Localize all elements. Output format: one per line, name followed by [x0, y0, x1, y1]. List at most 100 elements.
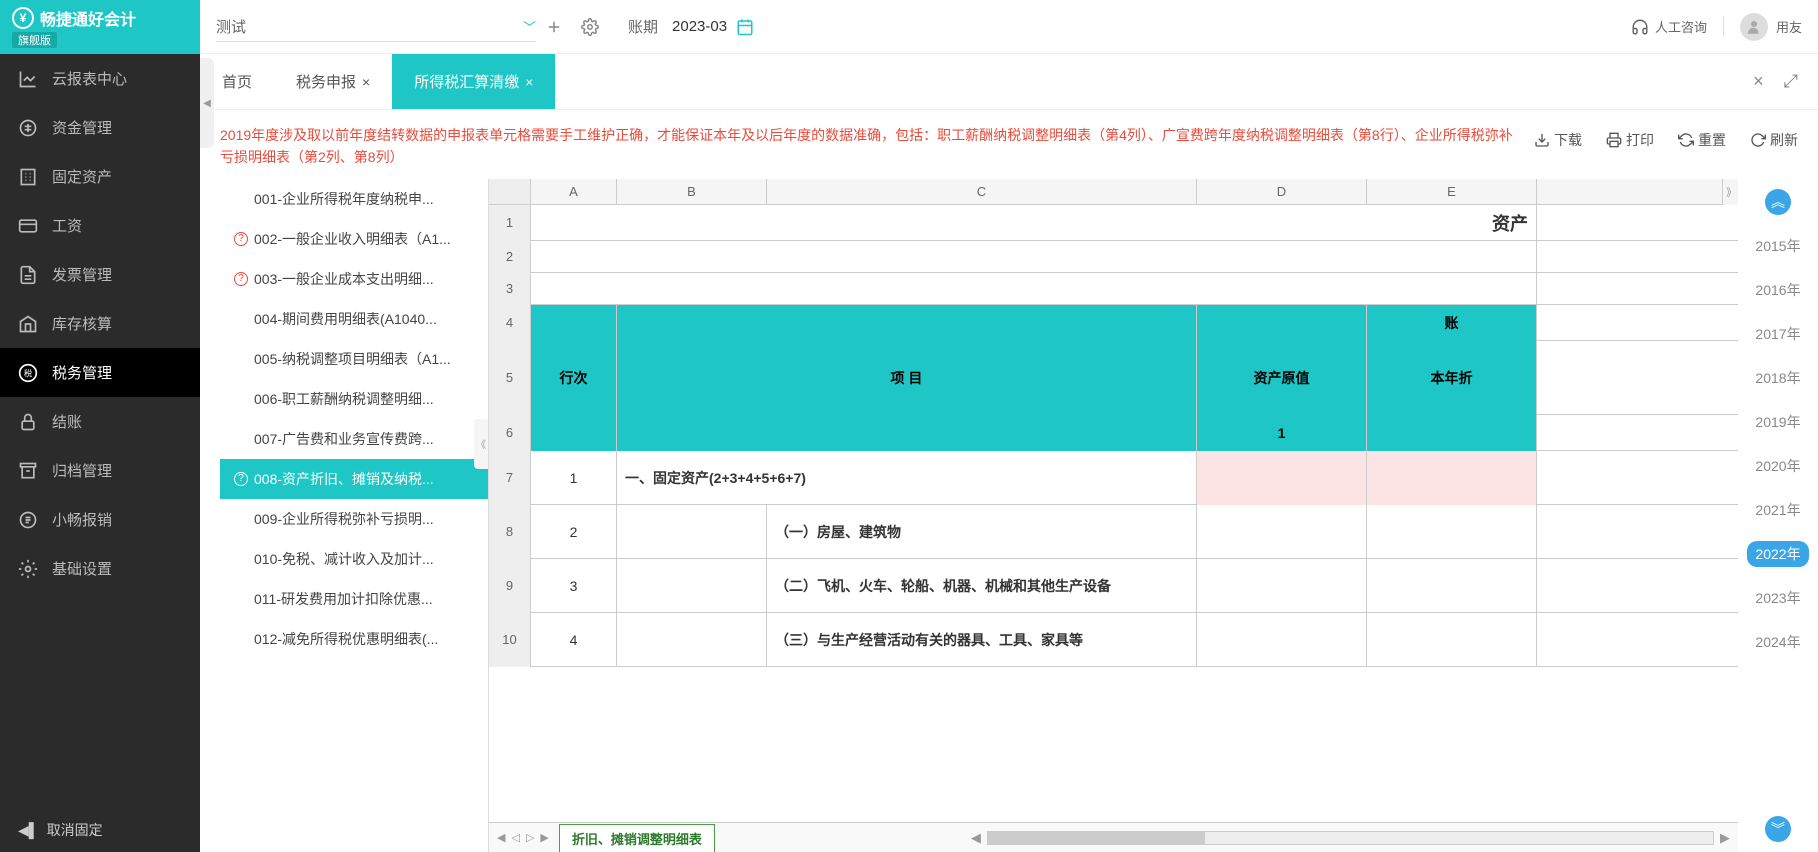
year-2024年[interactable]: 2024年: [1747, 629, 1808, 655]
report-item-0[interactable]: 001-企业所得税年度纳税申...: [220, 179, 488, 219]
item-text[interactable]: 一、固定资产(2+3+4+5+6+7): [617, 451, 1197, 505]
download-button[interactable]: 下载: [1534, 130, 1582, 150]
hscroll-left[interactable]: ◀: [971, 830, 981, 846]
sidebar-item-0[interactable]: 云报表中心: [0, 54, 200, 103]
line-num[interactable]: 1: [531, 451, 617, 505]
line-num[interactable]: 4: [531, 613, 617, 667]
print-button[interactable]: 打印: [1606, 130, 1654, 150]
report-item-5[interactable]: 006-职工薪酬纳税调整明细...: [220, 379, 488, 419]
item-text[interactable]: （二）飞机、火车、轮船、机器、机械和其他生产设备: [767, 559, 1197, 613]
year-2015年[interactable]: 2015年: [1747, 233, 1808, 259]
company-selector[interactable]: 测试 ﹀: [216, 12, 536, 42]
cell[interactable]: [617, 305, 1197, 341]
sheet-body[interactable]: 1资产234账5行次项 目资产原值本年折6171一、固定资产(2+3+4+5+6…: [489, 205, 1738, 822]
hscroll-track[interactable]: [987, 831, 1714, 845]
sidebar-item-4[interactable]: 发票管理: [0, 250, 200, 299]
row-header[interactable]: 9: [489, 559, 531, 613]
list-collapse-handle[interactable]: 《: [474, 419, 488, 469]
header-orig[interactable]: 资产原值: [1197, 341, 1367, 415]
refresh-button[interactable]: 刷新: [1750, 130, 1798, 150]
cell[interactable]: [617, 613, 767, 667]
year-2018年[interactable]: 2018年: [1747, 365, 1808, 391]
col-header-A[interactable]: A: [531, 179, 617, 204]
col-header-C[interactable]: C: [767, 179, 1197, 204]
header-item[interactable]: 项 目: [617, 341, 1197, 415]
sheet-nav-prev[interactable]: ◁: [511, 831, 519, 844]
sidebar-unpin[interactable]: ◀▌ 取消固定: [0, 808, 200, 852]
cell[interactable]: [531, 273, 1537, 305]
line-num[interactable]: 3: [531, 559, 617, 613]
tab-expand-button[interactable]: ⤢: [1774, 54, 1808, 109]
year-2020年[interactable]: 2020年: [1747, 453, 1808, 479]
support-link[interactable]: 人工咨询: [1631, 17, 1707, 36]
row-header[interactable]: 5: [489, 341, 531, 415]
line-num[interactable]: 2: [531, 505, 617, 559]
year-2019年[interactable]: 2019年: [1747, 409, 1808, 435]
cell[interactable]: [1197, 613, 1367, 667]
tab-2[interactable]: 所得税汇算清缴×: [392, 54, 555, 109]
row-header[interactable]: 10: [489, 613, 531, 667]
sidebar-item-3[interactable]: 工资: [0, 201, 200, 250]
year-up-button[interactable]: ︽: [1765, 189, 1791, 215]
cell[interactable]: [1197, 451, 1367, 505]
report-item-4[interactable]: 005-纳税调整项目明细表（A1...: [220, 339, 488, 379]
hscroll-thumb[interactable]: [988, 832, 1206, 844]
cell[interactable]: [617, 415, 1197, 451]
sidebar-item-9[interactable]: 小畅报销: [0, 495, 200, 544]
title-spacer[interactable]: 资产: [531, 205, 1537, 241]
year-down-button[interactable]: ︾: [1765, 816, 1791, 842]
cell[interactable]: [617, 505, 767, 559]
sheet-nav-next[interactable]: ▷: [526, 831, 534, 844]
report-item-6[interactable]: 007-广告费和业务宣传费跨...: [220, 419, 488, 459]
cell[interactable]: [531, 415, 617, 451]
sidebar-item-1[interactable]: 资金管理: [0, 103, 200, 152]
sheet-nav-last[interactable]: ▶: [540, 831, 548, 844]
row-header[interactable]: 7: [489, 451, 531, 505]
header-dep[interactable]: 本年折: [1367, 341, 1537, 415]
sidebar-item-5[interactable]: 库存核算: [0, 299, 200, 348]
row-header[interactable]: 2: [489, 241, 531, 273]
row-header[interactable]: 6: [489, 415, 531, 451]
cell[interactable]: [1197, 505, 1367, 559]
report-item-9[interactable]: 010-免税、减计收入及加计...: [220, 539, 488, 579]
item-text[interactable]: （三）与生产经营活动有关的器具、工具、家具等: [767, 613, 1197, 667]
cell[interactable]: [1367, 559, 1537, 613]
row-header[interactable]: 1: [489, 205, 531, 241]
sidebar-item-7[interactable]: 结账: [0, 397, 200, 446]
year-2016年[interactable]: 2016年: [1747, 277, 1808, 303]
row-header[interactable]: 3: [489, 273, 531, 305]
row-header[interactable]: 4: [489, 305, 531, 341]
row-header[interactable]: 8: [489, 505, 531, 559]
sidebar-item-10[interactable]: 基础设置: [0, 544, 200, 593]
sheet-tab-active[interactable]: 折旧、摊销调整明细表: [559, 824, 715, 852]
tab-close-icon[interactable]: ×: [525, 74, 533, 90]
sidebar-item-2[interactable]: 固定资产: [0, 152, 200, 201]
sidebar-collapse-handle[interactable]: ◀: [200, 58, 214, 148]
report-item-8[interactable]: 009-企业所得税弥补亏损明...: [220, 499, 488, 539]
add-button[interactable]: [542, 15, 566, 39]
item-text[interactable]: （一）房屋、建筑物: [767, 505, 1197, 559]
tab-close-icon[interactable]: ×: [362, 74, 370, 90]
col-header-E[interactable]: E: [1367, 179, 1537, 204]
reset-button[interactable]: 重置: [1678, 130, 1726, 150]
user-menu[interactable]: 用友: [1740, 13, 1802, 41]
col-header-B[interactable]: B: [617, 179, 767, 204]
report-item-10[interactable]: 011-研发费用加计扣除优惠...: [220, 579, 488, 619]
cell[interactable]: [1367, 415, 1537, 451]
sidebar-item-8[interactable]: 归档管理: [0, 446, 200, 495]
tab-1[interactable]: 税务申报×: [274, 54, 392, 109]
cell[interactable]: [1367, 613, 1537, 667]
report-item-11[interactable]: 012-减免所得税优惠明细表(...: [220, 619, 488, 659]
sidebar-item-6[interactable]: 税税务管理: [0, 348, 200, 397]
sheet-expand-handle[interactable]: 》: [1722, 179, 1738, 205]
col-header-D[interactable]: D: [1197, 179, 1367, 204]
header-line[interactable]: 行次: [531, 341, 617, 415]
calendar-button[interactable]: [733, 15, 757, 39]
settings-button[interactable]: [578, 15, 602, 39]
year-2021年[interactable]: 2021年: [1747, 497, 1808, 523]
tab-close-all-button[interactable]: ×: [1743, 54, 1774, 109]
hscroll-right[interactable]: ▶: [1720, 830, 1730, 846]
cell[interactable]: [617, 559, 767, 613]
year-2022年[interactable]: 2022年: [1747, 541, 1808, 567]
cell[interactable]: [1367, 505, 1537, 559]
